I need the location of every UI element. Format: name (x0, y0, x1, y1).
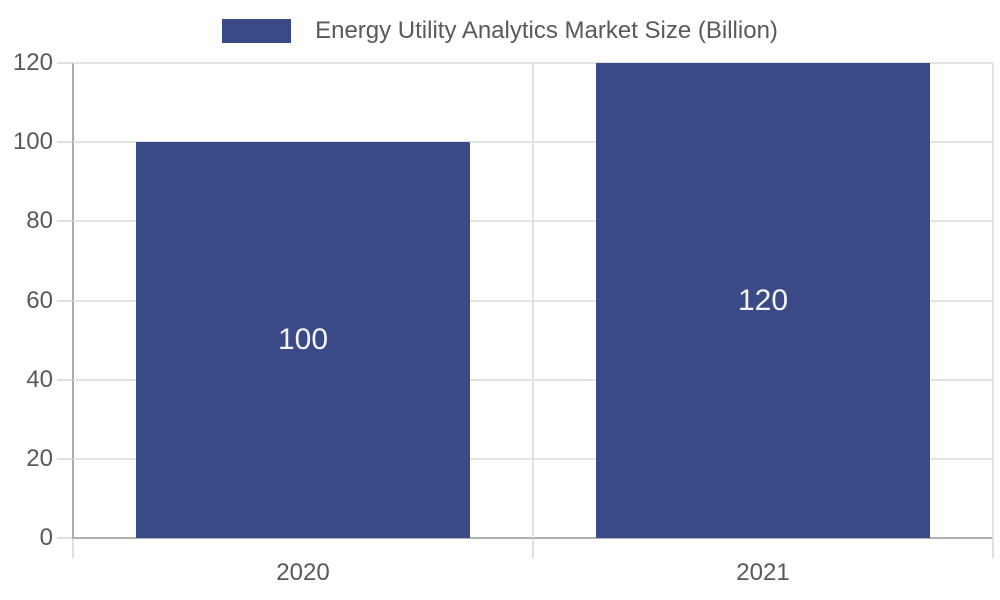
x-axis-tick (992, 539, 994, 558)
x-axis-line (73, 537, 993, 539)
bar-2020 (136, 142, 470, 538)
bar-2021 (596, 63, 930, 538)
x-tick-label: 2021 (736, 559, 790, 586)
legend-label[interactable]: Energy Utility Analytics Market Size (Bi… (315, 17, 778, 44)
y-tick-label: 120 (12, 49, 53, 76)
y-axis-tick (57, 537, 72, 539)
legend[interactable]: Energy Utility Analytics Market Size (Bi… (0, 17, 1000, 45)
v-gridline (992, 63, 994, 538)
y-axis-tick (57, 220, 72, 223)
y-axis-line (72, 63, 74, 558)
y-tick-label: 40 (26, 365, 53, 393)
y-tick-label: 0 (39, 524, 53, 551)
x-axis-tick (72, 539, 74, 558)
y-axis-tick (57, 62, 72, 64)
y-axis-tick (57, 299, 72, 302)
x-axis-tick (532, 539, 534, 558)
y-tick-label: 100 (12, 128, 53, 156)
y-tick-label: 60 (26, 286, 53, 314)
y-axis-tick (57, 378, 72, 381)
y-axis-tick (57, 141, 72, 144)
bar-value-label: 100 (277, 323, 329, 357)
x-tick-label: 2020 (276, 559, 330, 586)
v-gridline (532, 63, 534, 538)
y-tick-label: 20 (26, 444, 53, 472)
legend-swatch[interactable] (222, 19, 292, 43)
y-tick-label: 80 (26, 207, 53, 235)
y-axis-tick (57, 457, 72, 460)
bar-value-label: 120 (737, 283, 789, 317)
